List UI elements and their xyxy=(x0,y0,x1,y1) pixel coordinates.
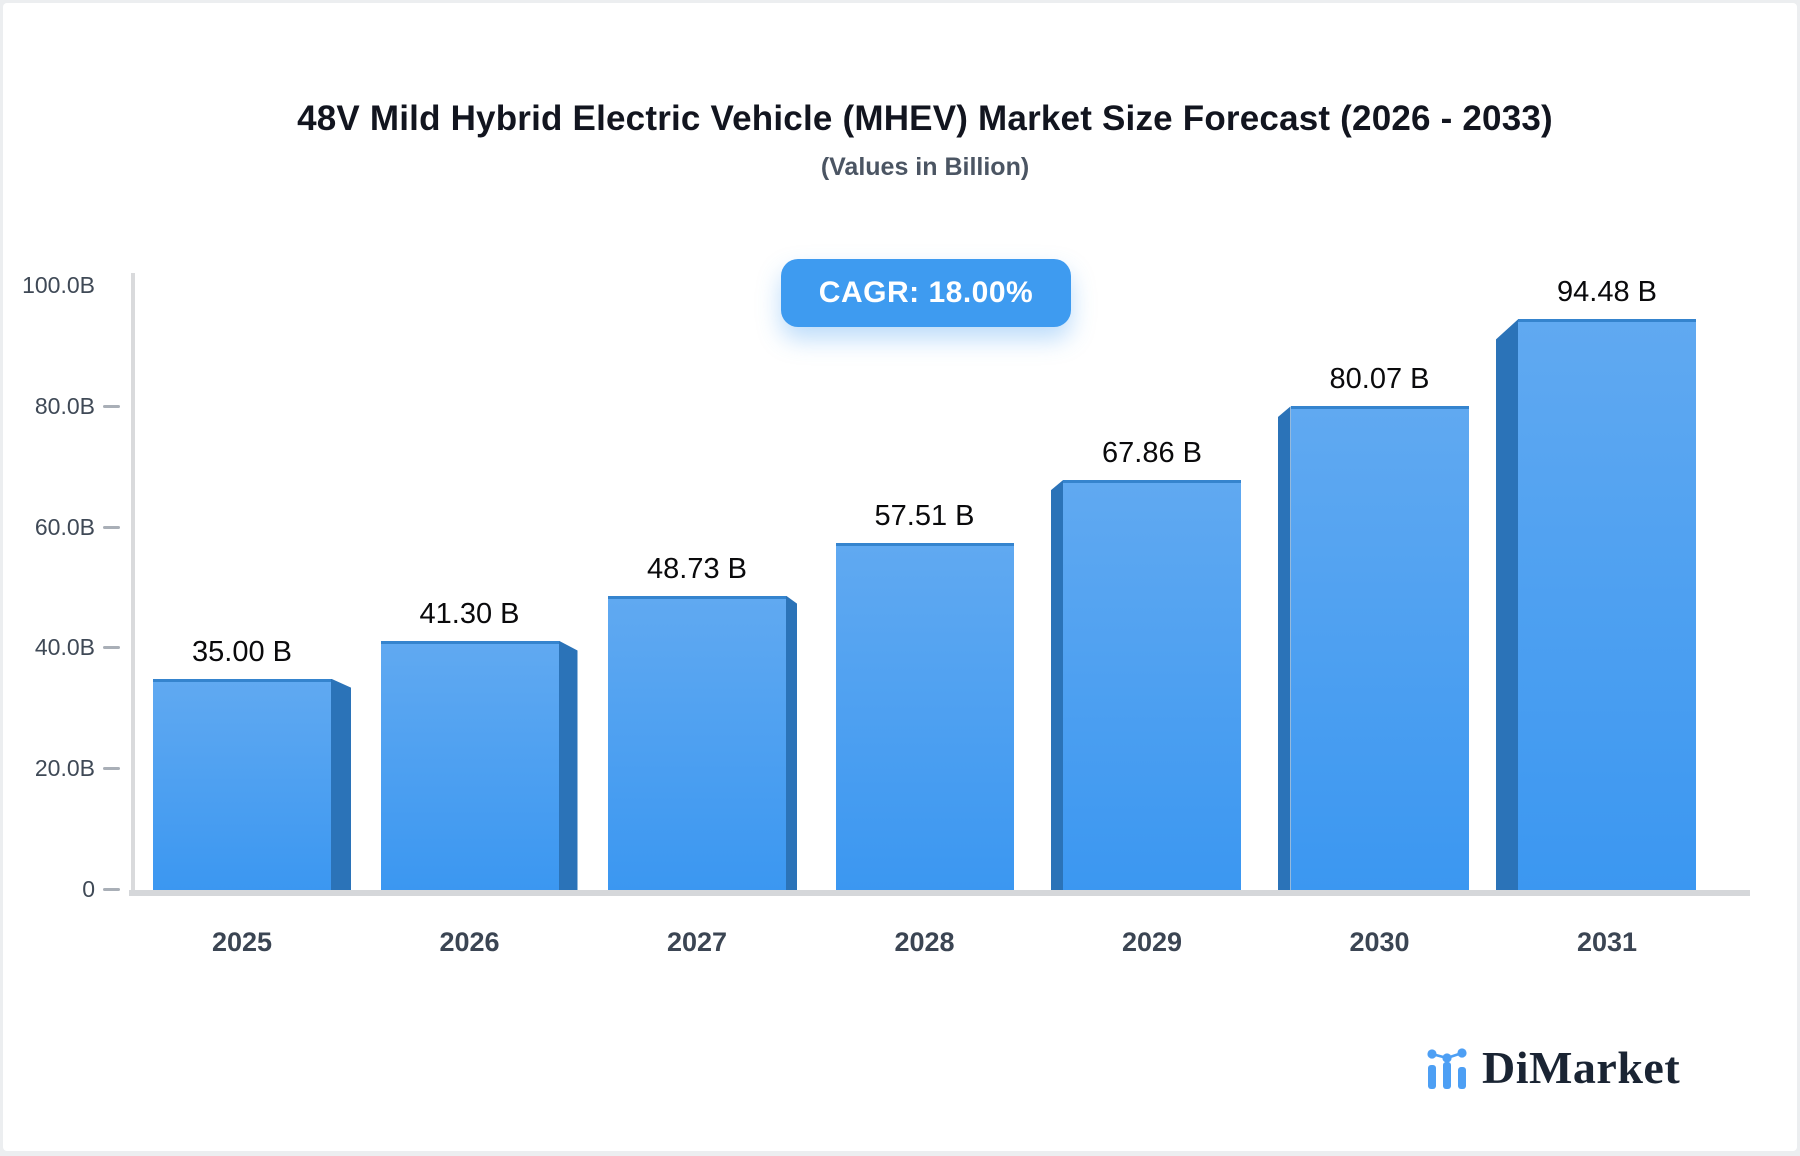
bar-value-label: 48.73 B xyxy=(647,552,747,585)
bar-side-face xyxy=(331,678,351,890)
bar-value-label: 94.48 B xyxy=(1557,276,1657,309)
bar-2027 xyxy=(608,595,786,890)
brand-name: DiMarket xyxy=(1482,1042,1681,1093)
bar-2031 xyxy=(1518,319,1696,890)
bar-side-face xyxy=(1051,480,1063,890)
bar-value-label: 80.07 B xyxy=(1329,363,1430,396)
y-tick-dash xyxy=(103,525,120,529)
x-tick-label: 2026 xyxy=(439,927,500,957)
y-tick-label: 40.0B xyxy=(34,634,95,661)
bar-value-label: 41.30 B xyxy=(419,597,520,630)
x-tick-label: 2028 xyxy=(894,927,955,957)
y-tick-dash xyxy=(103,888,120,891)
y-tick-label: 80.0B xyxy=(34,392,95,419)
bar-value-label: 57.51 B xyxy=(874,499,975,532)
bar-2028 xyxy=(835,542,1014,890)
x-tick-label: 2031 xyxy=(1576,927,1638,957)
y-tick-label: 60.0B xyxy=(34,513,95,540)
bar-side-face xyxy=(1496,319,1518,890)
y-tick-label: 100.0B xyxy=(22,272,95,298)
chart-card: 48V Mild Hybrid Electric Vehicle (MHEV) … xyxy=(3,3,1797,1151)
bar-2030 xyxy=(1290,406,1469,890)
chart-title: 48V Mild Hybrid Electric Vehicle (MHEV) … xyxy=(297,99,1553,138)
bar-side-face xyxy=(558,640,578,890)
bar-2026 xyxy=(380,640,559,890)
bar-side-face xyxy=(1277,406,1291,890)
x-tick-label: 2030 xyxy=(1349,927,1410,957)
y-tick-label: 0 xyxy=(82,876,95,902)
y-tick-dash xyxy=(103,767,120,771)
bar-side-face xyxy=(786,595,797,890)
cagr-badge: CAGR: 18.00% xyxy=(781,259,1071,327)
bar-2025 xyxy=(153,678,331,890)
bar-value-label: 67.86 B xyxy=(1102,437,1202,470)
bar-value-label: 35.00 B xyxy=(192,635,292,668)
x-tick-label: 2025 xyxy=(211,927,273,957)
x-tick-label: 2027 xyxy=(666,927,728,957)
x-axis-line xyxy=(129,890,1750,896)
y-axis-line xyxy=(131,273,135,896)
bar-2029 xyxy=(1063,480,1241,890)
chart-subtitle: (Values in Billion) xyxy=(820,153,1030,181)
y-tick-label: 20.0B xyxy=(34,755,95,782)
brand-logo: DiMarket xyxy=(1425,1045,1680,1091)
bar-line-chart-icon xyxy=(1427,1048,1467,1089)
y-tick-dash xyxy=(103,404,120,408)
y-tick-dash xyxy=(103,646,120,650)
x-tick-label: 2029 xyxy=(1121,927,1183,957)
